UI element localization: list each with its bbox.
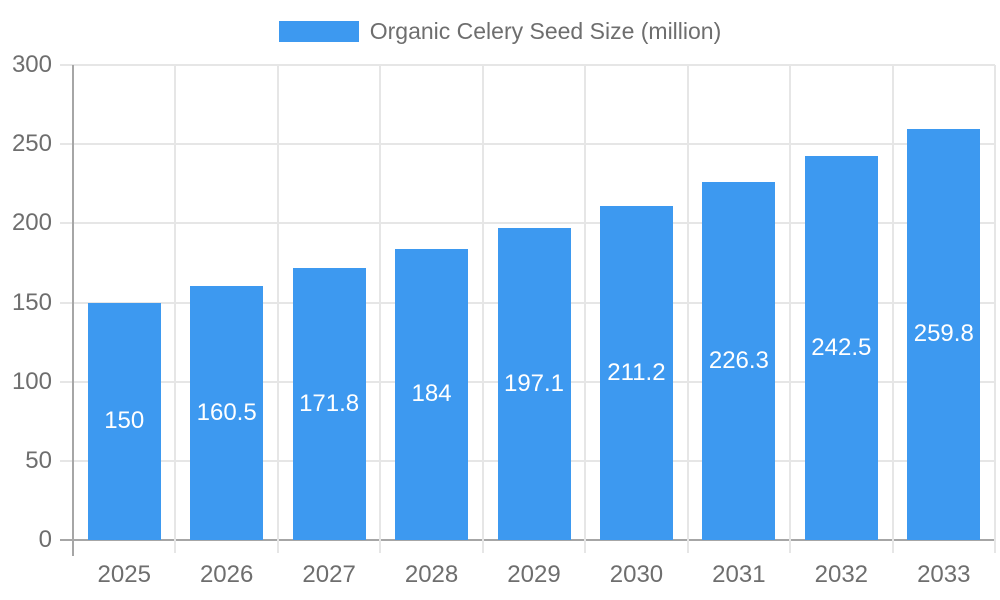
y-tick-mark	[60, 143, 73, 145]
y-axis-tick-label: 150	[11, 289, 52, 316]
x-axis-tick-label: 2033	[917, 561, 971, 588]
y-tick-mark	[60, 381, 73, 383]
y-axis-tick-label: 300	[11, 51, 52, 78]
legend-swatch	[278, 21, 359, 42]
x-tick-mark	[687, 540, 689, 553]
bar-2028[interactable]	[395, 248, 469, 540]
gridline-horizontal	[73, 143, 995, 145]
bar-value-label: 160.5	[196, 398, 257, 426]
bar-2029[interactable]	[497, 227, 571, 540]
x-axis-tick-label: 2031	[712, 561, 766, 588]
x-tick-mark	[584, 540, 586, 553]
x-tick-mark	[789, 540, 791, 553]
bar-2031[interactable]	[702, 181, 776, 540]
gridline-vertical	[482, 65, 484, 540]
gridline-vertical	[584, 65, 586, 540]
bar-value-label: 171.8	[299, 389, 360, 417]
x-tick-mark	[174, 540, 176, 553]
y-tick-mark	[60, 222, 73, 224]
bar-value-label: 226.3	[708, 346, 769, 374]
gridline-vertical	[277, 65, 279, 540]
x-tick-mark	[72, 540, 74, 556]
y-axis-tick-label: 0	[38, 526, 52, 553]
bar-2032[interactable]	[804, 156, 878, 540]
y-axis-tick-label: 200	[11, 209, 52, 236]
x-axis-tick-label: 2030	[609, 561, 664, 588]
y-tick-mark	[60, 539, 73, 541]
x-axis-tick-label: 2025	[97, 561, 151, 588]
bar-value-label: 242.5	[811, 334, 872, 362]
y-tick-mark	[60, 64, 73, 66]
x-axis-tick-label: 2029	[507, 561, 561, 588]
y-tick-mark	[60, 302, 73, 304]
gridline-horizontal	[73, 222, 995, 224]
bar-2027[interactable]	[292, 267, 366, 540]
bar-2030[interactable]	[599, 205, 673, 540]
x-tick-mark	[379, 540, 381, 553]
y-axis-tick-label: 50	[25, 447, 52, 474]
bar-value-label: 184	[411, 380, 452, 408]
gridline-horizontal	[73, 64, 995, 66]
legend: Organic Celery Seed Size (million)	[0, 18, 1000, 45]
bar-value-label: 259.8	[913, 320, 974, 348]
y-axis-tick-label: 100	[11, 368, 52, 395]
x-tick-mark	[994, 540, 996, 553]
x-tick-mark	[892, 540, 894, 553]
x-axis-tick-label: 2032	[814, 561, 869, 588]
x-axis-tick-label: 2027	[302, 561, 356, 588]
x-tick-mark	[277, 540, 279, 553]
legend-label: Organic Celery Seed Size (million)	[369, 18, 722, 44]
x-axis-tick-label: 2028	[404, 561, 459, 588]
y-axis-tick-label: 250	[11, 130, 52, 157]
bar-2033[interactable]	[907, 128, 981, 540]
bar-value-label: 211.2	[607, 358, 666, 386]
gridline-vertical	[687, 65, 689, 540]
bar-2026[interactable]	[190, 285, 264, 540]
bar-value-label: 150	[104, 407, 145, 435]
gridline-vertical	[174, 65, 176, 540]
x-axis-tick-label: 2026	[199, 561, 254, 588]
bar-value-label: 197.1	[503, 369, 565, 397]
x-axis-line	[73, 539, 995, 541]
gridline-vertical	[789, 65, 791, 540]
legend-item[interactable]: Organic Celery Seed Size (million)	[278, 18, 722, 45]
gridline-vertical	[379, 65, 381, 540]
y-tick-mark	[60, 460, 73, 462]
bar-2025[interactable]	[87, 302, 161, 540]
x-tick-mark	[482, 540, 484, 553]
gridline-vertical	[994, 65, 996, 540]
y-axis-line	[72, 65, 74, 540]
gridline-vertical	[892, 65, 894, 540]
